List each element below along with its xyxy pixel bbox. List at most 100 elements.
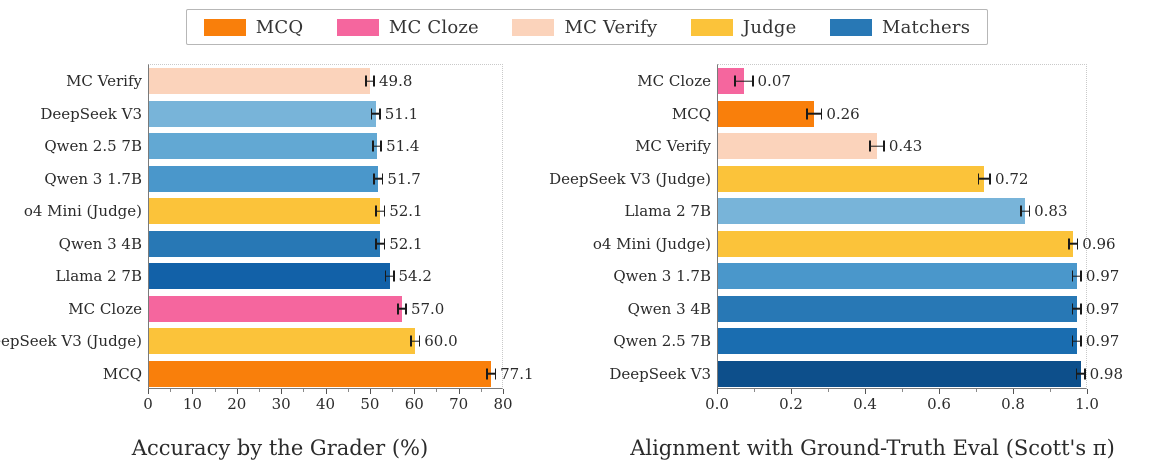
y-tick-label: DeepSeek V3 (Judge) — [0, 332, 142, 351]
x-tick — [1013, 389, 1014, 394]
y-tick-label: Qwen 3 4B — [58, 234, 142, 253]
bar-value-label: 0.83 — [1034, 202, 1068, 221]
bar — [149, 328, 416, 355]
x-tick-minor — [828, 389, 829, 392]
chart-legend: MCQ MC Cloze MC Verify Judge Matchers — [186, 9, 988, 45]
error-bar — [373, 173, 384, 185]
legend-label: MC Cloze — [388, 16, 479, 38]
bar — [149, 263, 390, 290]
y-tick-label: Llama 2 7B — [624, 202, 711, 221]
x-tick — [281, 389, 283, 394]
error-bar — [384, 270, 395, 282]
error-bar — [372, 140, 383, 152]
x-tick-minor — [347, 389, 349, 392]
bar — [149, 133, 378, 160]
bar-value-label: 60.0 — [424, 332, 458, 351]
legend-swatch — [829, 18, 872, 36]
y-tick-label: Llama 2 7B — [55, 267, 142, 286]
x-tick-label: 0.4 — [853, 395, 877, 413]
legend-item: Judge — [690, 17, 797, 38]
bar-row: Qwen 2.5 7B 0.97 — [613, 328, 1119, 355]
bar — [149, 230, 381, 257]
bar-row: Llama 2 7B 54.2 — [55, 263, 504, 290]
legend-item: MCQ — [203, 16, 304, 38]
legend-item: MC Cloze — [336, 16, 479, 38]
plot-area-accuracy: MC Verify 49.8 DeepSeek V3 51.1 Qwen 2.5 7B 5… — [0, 64, 534, 389]
x-tick — [1087, 389, 1088, 394]
x-tick — [791, 389, 792, 394]
legend-swatch — [336, 18, 379, 36]
bar-value-label: 51.7 — [387, 169, 421, 188]
x-tick-minor — [754, 389, 755, 392]
x-tick — [192, 389, 194, 394]
bar-row: DeepSeek V3 0.98 — [609, 360, 1123, 387]
y-tick-label: Qwen 3 4B — [627, 299, 711, 318]
error-bar — [869, 140, 885, 152]
x-tick-minor — [976, 389, 977, 392]
bar-row: Qwen 3 4B 0.97 — [628, 295, 1119, 322]
error-bar — [1071, 270, 1082, 282]
bar-value-label: 57.0 — [410, 299, 445, 318]
bar-row: MCQ 0.26 — [672, 100, 1088, 127]
x-tick-label: 40 — [315, 395, 336, 413]
bar-value-label: 54.2 — [398, 267, 432, 286]
error-bar — [364, 75, 375, 87]
y-tick-label: MC Verify — [66, 72, 142, 91]
y-tick-label: MC Cloze — [68, 299, 142, 318]
bar — [718, 295, 1077, 322]
x-tick-label: 0.0 — [705, 395, 729, 413]
x-tick-label: 50 — [360, 395, 380, 413]
x-tick — [503, 389, 504, 394]
bar — [149, 360, 492, 387]
x-tick-minor — [436, 389, 438, 392]
bar-row: DeepSeek V3 (Judge) 60.0 — [0, 328, 504, 355]
bar — [718, 360, 1081, 387]
x-tick — [717, 389, 718, 394]
legend-item: MC Verify — [512, 17, 657, 38]
x-tick-minor — [480, 389, 482, 392]
x-axis-accuracy: 0 10 20 30 40 50 60 70 80 — [143, 389, 513, 431]
bar-value-label: 51.1 — [384, 104, 419, 123]
x-tick-minor — [170, 389, 172, 392]
bar-value-label: 77.1 — [500, 364, 534, 383]
x-tick-label: 0.2 — [779, 395, 803, 413]
error-bar — [375, 238, 386, 250]
bar — [149, 295, 402, 322]
error-bar — [1075, 368, 1086, 380]
error-bar — [734, 75, 754, 87]
legend-label: Matchers — [881, 16, 971, 38]
error-bar — [370, 108, 381, 120]
x-tick — [369, 389, 371, 394]
y-tick-label: o4 Mini (Judge) — [23, 202, 142, 221]
legend-swatch — [690, 18, 733, 36]
x-tick-label: 60 — [404, 395, 424, 413]
error-bar — [375, 205, 386, 217]
x-tick-minor — [1050, 389, 1051, 392]
error-bar — [396, 303, 407, 315]
bar-value-label: 52.1 — [389, 202, 423, 221]
bar-row: Qwen 2.5 7B 51.4 — [44, 133, 504, 160]
error-bar — [1071, 303, 1082, 315]
x-axis-title-alignment: Alignment with Ground-Truth Eval (Scott'… — [630, 436, 1115, 460]
legend-label: MCQ — [255, 16, 304, 38]
x-tick-minor — [902, 389, 903, 392]
bar-row: MC Cloze 0.07 — [637, 68, 1088, 95]
plot-area-alignment: MC Cloze 0.07 MCQ 0.26 MC Verify 0.43 DeepSeek… — [549, 64, 1123, 389]
bar-value-label: 52.1 — [389, 234, 423, 253]
bar — [718, 133, 878, 160]
y-tick-label: MCQ — [102, 364, 142, 383]
x-axis-title-accuracy: Accuracy by the Grader (%) — [131, 436, 429, 460]
x-tick-label: 0 — [143, 395, 153, 413]
x-tick-label: 1.0 — [1075, 395, 1099, 413]
x-tick-label: 10 — [182, 395, 202, 413]
y-tick-label: MCQ — [671, 104, 711, 123]
bar — [149, 165, 379, 192]
bar-row: MC Verify 0.43 — [635, 133, 1088, 160]
bar-row: DeepSeek V3 (Judge) 0.72 — [549, 165, 1088, 192]
bar — [718, 165, 985, 192]
x-tick-minor — [214, 389, 216, 392]
x-tick-label: 80 — [493, 395, 513, 413]
y-tick-label: Qwen 2.5 7B — [613, 332, 711, 351]
y-tick-label: DeepSeek V3 — [609, 364, 711, 383]
bar-value-label: 49.8 — [378, 72, 413, 91]
